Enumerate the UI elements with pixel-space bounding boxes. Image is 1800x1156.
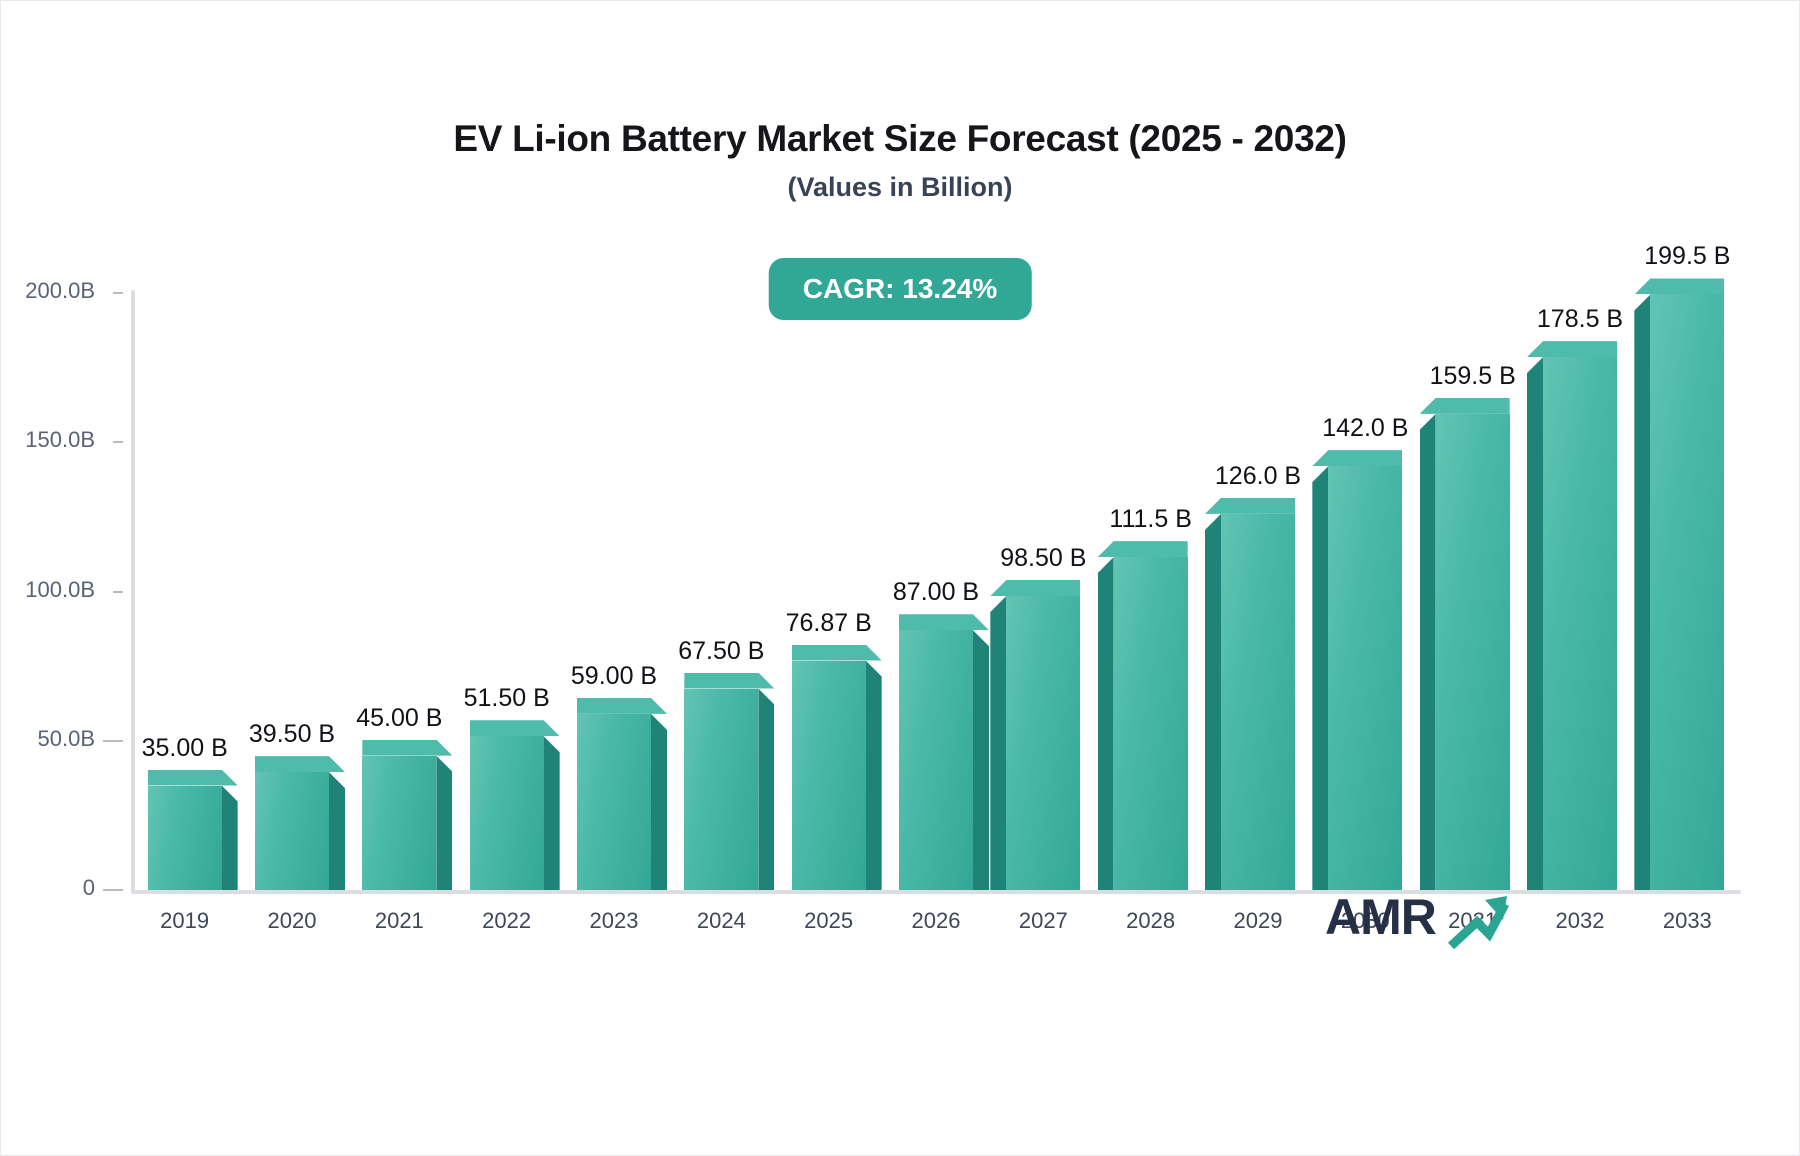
chart-title: EV Li-ion Battery Market Size Forecast (…: [453, 118, 1347, 159]
amr-logo-text: AMR: [1325, 889, 1437, 945]
cagr-badge: CAGR: 13.24%: [768, 258, 1032, 320]
chart-subtitle: (Values in Billion): [787, 172, 1013, 202]
trend-up-arrow-icon: [1447, 896, 1509, 950]
amr-logo: AMR: [1325, 888, 1509, 960]
